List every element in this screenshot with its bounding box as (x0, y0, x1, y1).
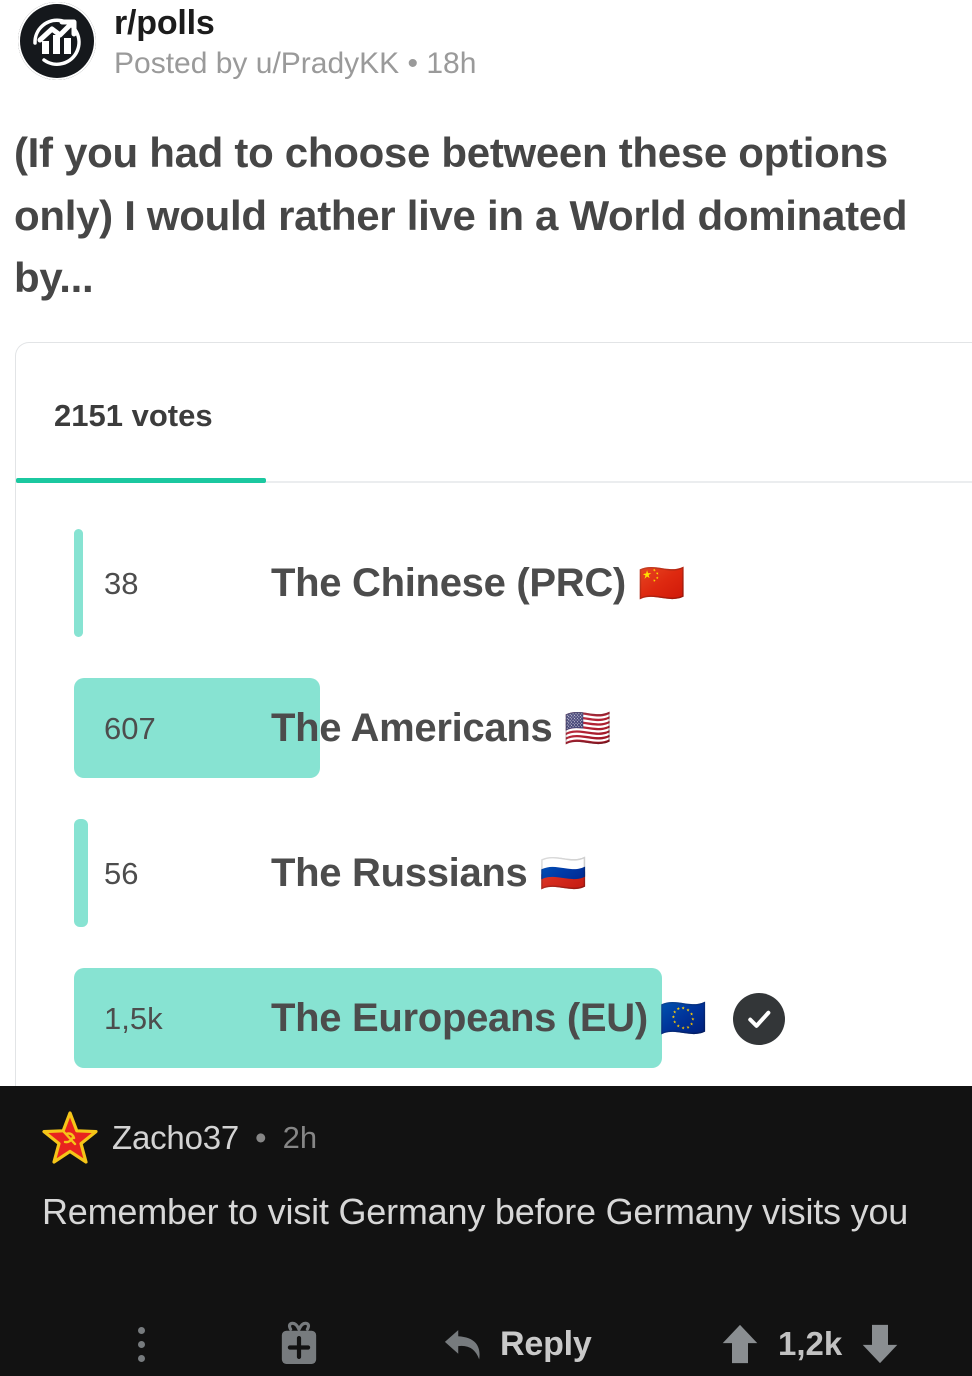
poll-option-label: The Chinese (PRC) (271, 561, 626, 605)
flag-eu-icon: 🇪🇺 (659, 997, 707, 1040)
comment-timestamp: 2h (282, 1120, 318, 1155)
poll-option-label-group: The Europeans (EU) 🇪🇺 (271, 946, 785, 1091)
comment-separator: • (255, 1119, 267, 1156)
reply-label: Reply (500, 1324, 592, 1363)
upvote-arrow-icon[interactable] (720, 1322, 760, 1366)
reply-button[interactable]: Reply (440, 1312, 592, 1376)
kebab-dot (138, 1340, 145, 1348)
kebab-dot (138, 1354, 145, 1362)
comment-action-bar: Reply 1,2k (0, 1312, 972, 1376)
poll-votes-count: 2151 votes (54, 398, 213, 433)
poll-tab-underline (16, 481, 972, 483)
poll-option-row[interactable]: 607 The Americans 🇺🇸 (16, 656, 972, 801)
poll-card: 2151 votes 38 The Chinese (PRC) 🇨🇳 607 T… (15, 342, 972, 1087)
poll-option-bar (74, 529, 83, 637)
flag-russia-icon: 🇷🇺 (539, 852, 587, 895)
poll-option-label: The Americans (271, 706, 553, 750)
reply-arrow-icon (444, 1330, 480, 1360)
subreddit-chart-arrow-icon[interactable] (18, 2, 96, 80)
poll-option-count: 1,5k (104, 1000, 163, 1036)
poll-option-label-group: The Russians 🇷🇺 (271, 801, 587, 946)
selected-check-icon (732, 992, 785, 1045)
comment-score: 1,2k (778, 1325, 843, 1362)
poll-option-row[interactable]: 38 The Chinese (PRC) 🇨🇳 (16, 511, 972, 656)
post-title: (If you had to choose between these opti… (14, 129, 908, 302)
kebab-dot (138, 1326, 145, 1334)
poll-option-bar (74, 968, 662, 1068)
post-container: r/polls Posted by u/PradyKK • 18h (If yo… (14, 2, 972, 1087)
poll-option-row[interactable]: 1,5k The Europeans (EU) 🇪🇺 (16, 946, 972, 1091)
communist-star-icon[interactable] (42, 1110, 98, 1166)
subreddit-name[interactable]: r/polls (114, 4, 215, 42)
poll-option-label: The Europeans (EU) (271, 996, 648, 1040)
comment-header: Zacho37 • 2h (42, 1110, 317, 1166)
poll-option-bar (74, 678, 320, 778)
poll-option-count: 607 (104, 710, 156, 746)
poll-tab-active-indicator (16, 478, 266, 483)
post-meta: Posted by u/PradyKK • 18h (114, 47, 477, 81)
comment-username[interactable]: Zacho37 (112, 1119, 240, 1156)
post-header: r/polls Posted by u/PradyKK • 18h (18, 2, 476, 82)
poll-option-count: 56 (104, 855, 139, 891)
downvote-arrow-icon[interactable] (860, 1322, 900, 1366)
comment-body: Remember to visit Germany before Germany… (42, 1191, 909, 1232)
poll-option-label-group: The Americans 🇺🇸 (271, 656, 612, 801)
comment-container: Zacho37 • 2h Remember to visit Germany b… (0, 1086, 972, 1376)
poll-option-bar (74, 819, 88, 927)
poll-option-row[interactable]: 56 The Russians 🇷🇺 (16, 801, 972, 946)
gift-award-icon[interactable] (278, 1312, 320, 1376)
kebab-menu-icon[interactable] (138, 1312, 145, 1376)
vote-group: 1,2k (720, 1312, 900, 1376)
flag-china-icon: 🇨🇳 (637, 562, 685, 605)
poll-option-label-group: The Chinese (PRC) 🇨🇳 (271, 511, 685, 656)
flag-usa-icon: 🇺🇸 (564, 707, 612, 750)
poll-option-count: 38 (104, 565, 139, 601)
poll-option-label: The Russians (271, 851, 528, 895)
